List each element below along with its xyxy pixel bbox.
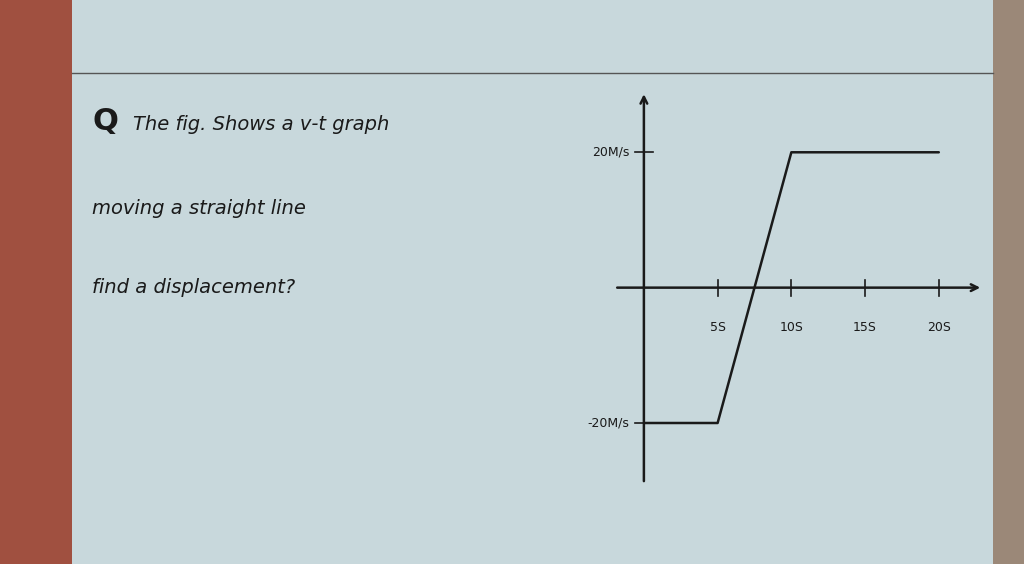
Text: 10S: 10S xyxy=(779,321,803,334)
Text: 15S: 15S xyxy=(853,321,877,334)
Text: -20M/s: -20M/s xyxy=(588,416,629,430)
Text: 20M/s: 20M/s xyxy=(592,146,629,159)
Text: find a displacement?: find a displacement? xyxy=(92,278,295,297)
Text: moving a straight line: moving a straight line xyxy=(92,199,306,218)
Text: The fig. Shows a v-t graph: The fig. Shows a v-t graph xyxy=(133,114,389,134)
Text: 20S: 20S xyxy=(927,321,950,334)
Text: Q: Q xyxy=(92,107,118,136)
Text: 5S: 5S xyxy=(710,321,726,334)
